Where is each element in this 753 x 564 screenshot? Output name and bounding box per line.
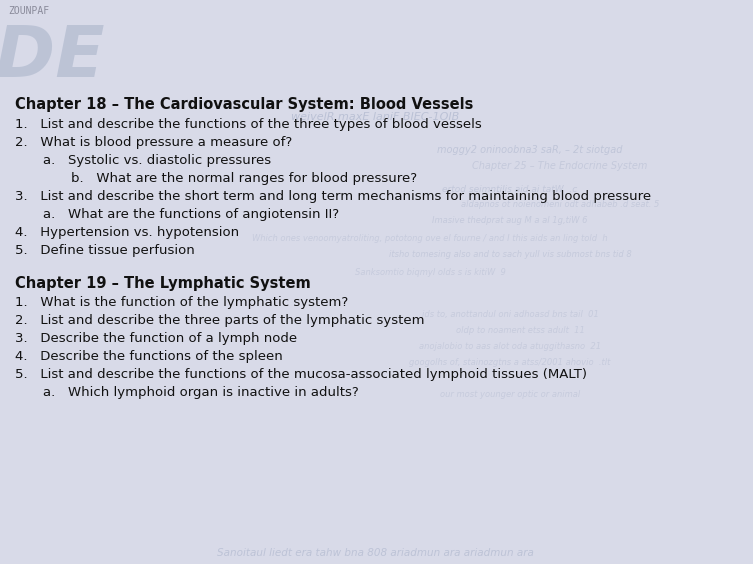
Text: our most younger optic or animal: our most younger optic or animal [440, 390, 580, 399]
Text: a.   What are the functions of angiotensin II?: a. What are the functions of angiotensin… [43, 208, 339, 221]
Text: Sanoitaul liedt era tahw bna 808 ariadmun ara ariadmun ara: Sanoitaul liedt era tahw bna 808 ariadmu… [217, 548, 533, 558]
Text: moggy2 oninoobna3 saR, – 2t siotgad: moggy2 oninoobna3 saR, – 2t siotgad [437, 145, 623, 155]
Text: 2.   What is blood pressure a measure of?: 2. What is blood pressure a measure of? [15, 136, 292, 149]
Text: Sanksomtio biqmyl olds s is kitiW  9: Sanksomtio biqmyl olds s is kitiW 9 [355, 268, 505, 277]
Text: Chapter 18 – The Cardiovascular System: Blood Vessels: Chapter 18 – The Cardiovascular System: … [15, 97, 474, 112]
Text: 4.   Describe the functions of the spleen: 4. Describe the functions of the spleen [15, 350, 282, 363]
Text: b.   What are the normal ranges for blood pressure?: b. What are the normal ranges for blood … [71, 172, 417, 185]
Text: Chapter 25 – The Endocrine System: Chapter 25 – The Endocrine System [472, 161, 648, 171]
Text: oldp to noament etss adult  11: oldp to noament etss adult 11 [456, 326, 584, 335]
Text: 2.   List and describe the three parts of the lymphatic system: 2. List and describe the three parts of … [15, 314, 425, 327]
Text: 5.   Define tissue perfusion: 5. Define tissue perfusion [15, 244, 195, 257]
Text: Which ones venoomyatroliting, pototong ove el fourne / and I this aids an ling t: Which ones venoomyatroliting, pototong o… [252, 234, 608, 243]
Text: 3.   List and describe the short term and long term mechanisms for maintaining b: 3. List and describe the short term and … [15, 190, 651, 203]
Text: ZOUNPAF: ZOUNPAF [8, 6, 49, 16]
Text: 5.   List and describe the functions of the mucosa-associated lymphoid tissues (: 5. List and describe the functions of th… [15, 368, 587, 381]
Text: anojalobio to aas alot oda atuggithasno  21: anojalobio to aas alot oda atuggithasno … [419, 342, 601, 351]
Text: a.   Which lymphoid organ is inactive in adults?: a. Which lymphoid organ is inactive in a… [43, 386, 358, 399]
Text: Chapter 19 – The Lymphatic System: Chapter 19 – The Lymphatic System [15, 276, 311, 291]
Text: 1.   List and describe the functions of the three types of blood vessels: 1. List and describe the functions of th… [15, 118, 482, 131]
Text: Imasive thedprat aug M a al 1g,tiW 6: Imasive thedprat aug M a al 1g,tiW 6 [432, 216, 588, 225]
Text: itsho tomesing also and to sach yull vis submost bns tid 8: itsho tomesing also and to sach yull vis… [389, 250, 631, 259]
Text: 3.   Describe the function of a lymph node: 3. Describe the function of a lymph node [15, 332, 297, 345]
Text: weivelR maxE laniF BIEC-1OIB: weivelR maxE laniF BIEC-1OIB [291, 112, 459, 122]
Text: NEW STUDY GUIDE: NEW STUDY GUIDE [0, 24, 105, 92]
Text: googolhs of, stainozgtns a atss/2001 ahovio  .tlt: googolhs of, stainozgtns a atss/2001 aho… [410, 358, 611, 367]
Text: aldapnos ot noienomeni odt adhabeb .d seat. 5: aldapnos ot noienomeni odt adhabeb .d se… [461, 200, 659, 209]
Text: 1.   What is the function of the lymphatic system?: 1. What is the function of the lymphatic… [15, 296, 348, 309]
Text: ids to, anottandul oni adhoasd bns tail  01: ids to, anottandul oni adhoasd bns tail … [422, 310, 599, 319]
Text: ertod seimntilis aid ai tatW  .c: ertod seimntilis aid ai tatW .c [442, 185, 578, 194]
Text: a.   Systolic vs. diastolic pressures: a. Systolic vs. diastolic pressures [43, 154, 271, 167]
Text: 4.   Hypertension vs. hypotension: 4. Hypertension vs. hypotension [15, 226, 239, 239]
